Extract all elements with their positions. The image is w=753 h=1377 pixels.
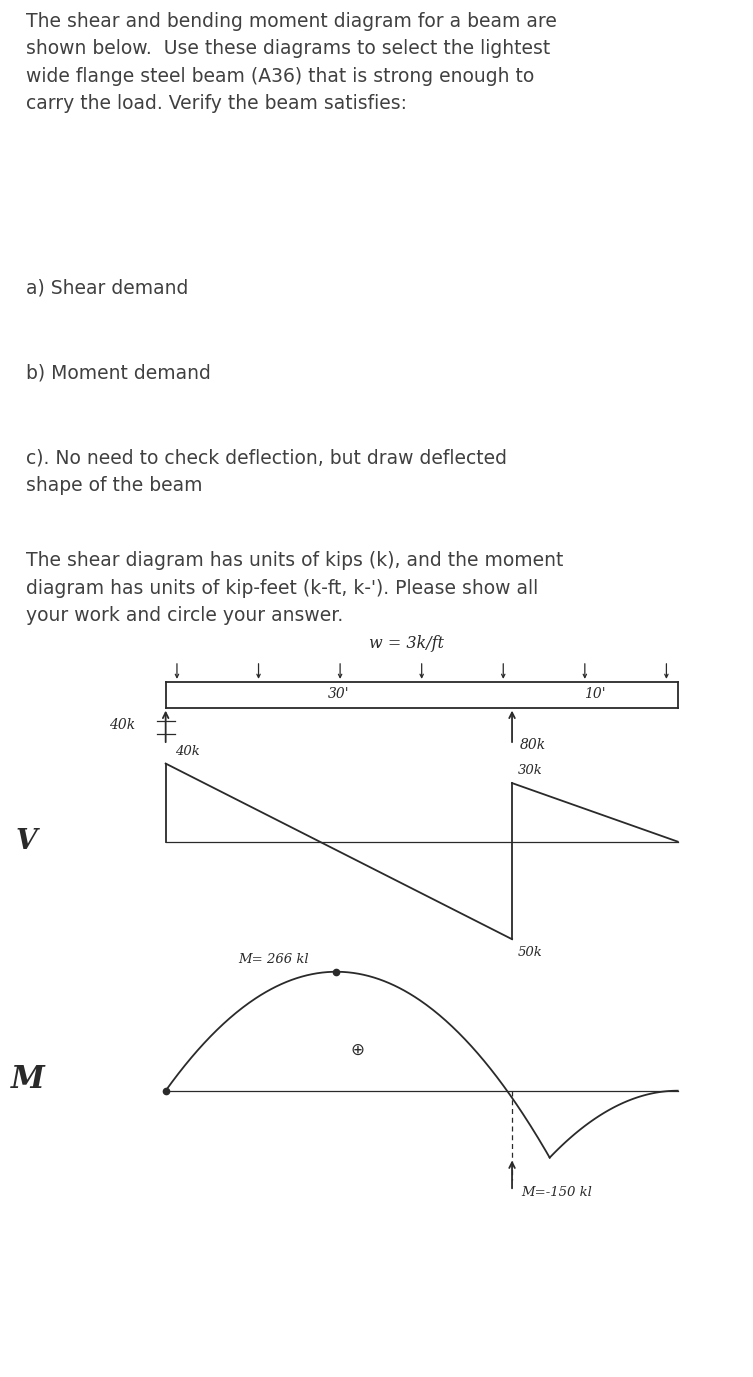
Text: M= 266 kl: M= 266 kl (239, 953, 309, 965)
Text: 50k: 50k (518, 946, 543, 958)
Text: M=-150 kl: M=-150 kl (521, 1187, 592, 1199)
Text: c). No need to check deflection, but draw deflected
shape of the beam: c). No need to check deflection, but dra… (26, 449, 508, 494)
Text: 30k: 30k (518, 764, 543, 777)
Text: a) Shear demand: a) Shear demand (26, 278, 189, 297)
Text: 40k: 40k (175, 745, 200, 757)
Text: ⊕: ⊕ (351, 1041, 364, 1059)
Text: M: M (11, 1064, 45, 1095)
Text: w = 3k/ft: w = 3k/ft (369, 635, 444, 653)
Text: The shear diagram has units of kips (k), and the moment
diagram has units of kip: The shear diagram has units of kips (k),… (26, 551, 564, 625)
Text: 40k: 40k (109, 717, 136, 731)
Text: 80k: 80k (520, 738, 546, 752)
Text: 10': 10' (584, 687, 605, 701)
Text: b) Moment demand: b) Moment demand (26, 364, 212, 383)
Text: 30': 30' (328, 687, 349, 701)
Text: V: V (15, 828, 37, 855)
Text: The shear and bending moment diagram for a beam are
shown below.  Use these diag: The shear and bending moment diagram for… (26, 12, 557, 113)
